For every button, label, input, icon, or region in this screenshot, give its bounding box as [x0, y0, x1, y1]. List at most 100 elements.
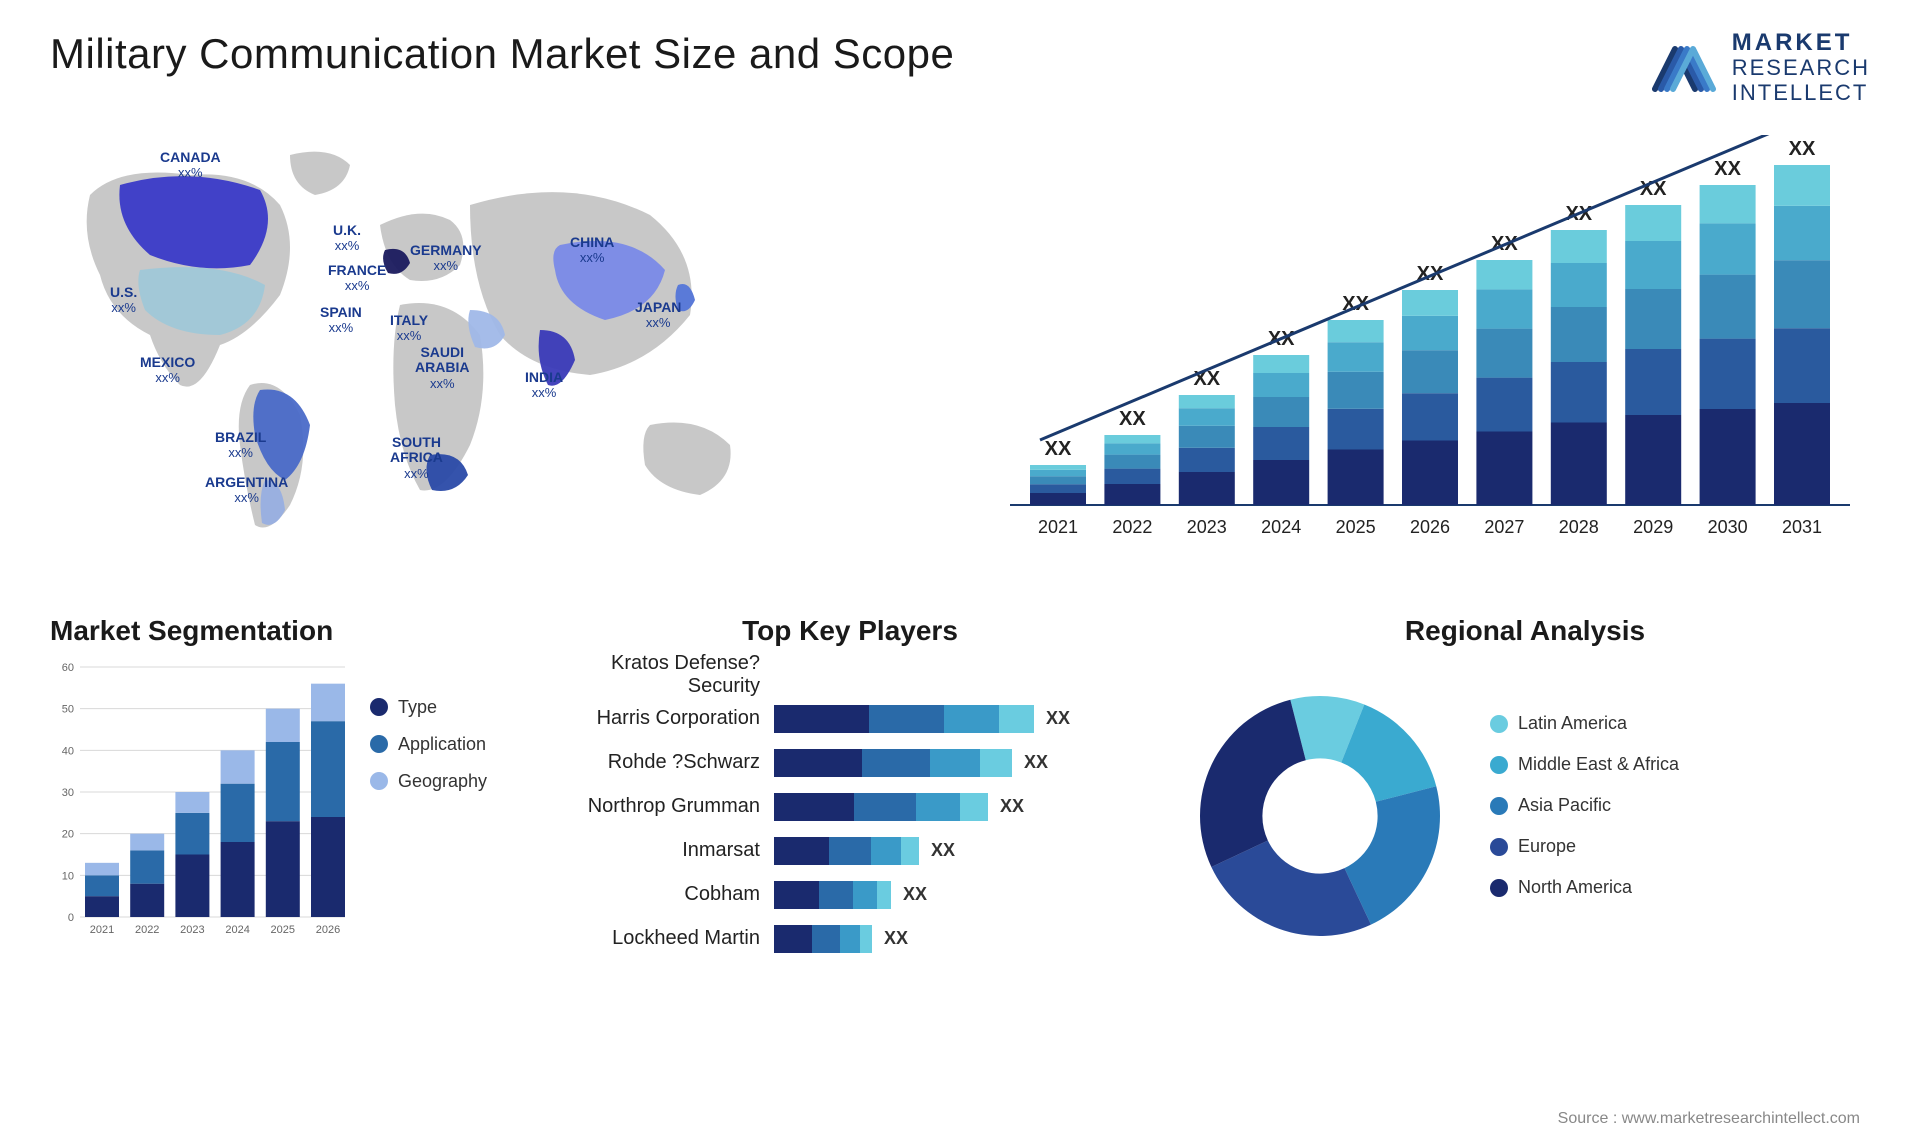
svg-text:2023: 2023 — [1187, 517, 1227, 537]
svg-text:2022: 2022 — [1112, 517, 1152, 537]
svg-text:0: 0 — [68, 912, 74, 924]
player-value: XX — [903, 884, 927, 905]
player-bar-wrap: XX — [774, 705, 1130, 733]
map-label-argentina: ARGENTINAxx% — [205, 475, 288, 506]
segmentation-legend-item: Application — [370, 734, 520, 755]
svg-text:50: 50 — [62, 703, 74, 715]
player-name: Kratos Defense?Security — [570, 652, 760, 698]
regional-legend-item: Middle East & Africa — [1490, 754, 1870, 775]
player-value: XX — [884, 928, 908, 949]
player-name: Inmarsat — [570, 839, 760, 862]
regional-legend-item: Asia Pacific — [1490, 795, 1870, 816]
segmentation-title: Market Segmentation — [50, 615, 520, 647]
svg-text:XX: XX — [1714, 158, 1741, 180]
player-value: XX — [1046, 708, 1070, 729]
regional-donut-chart — [1180, 676, 1460, 956]
map-label-saudiarabia: SAUDIARABIAxx% — [415, 345, 469, 391]
svg-text:2022: 2022 — [135, 924, 159, 936]
player-bar-segment — [812, 925, 840, 953]
player-bar-segment — [854, 793, 916, 821]
map-label-canada: CANADAxx% — [160, 150, 221, 181]
svg-text:XX: XX — [1417, 263, 1444, 285]
player-bar-segment — [960, 793, 988, 821]
logo-text: MARKET RESEARCH INTELLECT — [1732, 30, 1870, 105]
player-bar — [774, 749, 1012, 777]
player-bar — [774, 837, 919, 865]
svg-text:40: 40 — [62, 745, 74, 757]
legend-label: Latin America — [1518, 713, 1627, 734]
player-name: Cobham — [570, 883, 760, 906]
player-value: XX — [1024, 752, 1048, 773]
player-bar-segment — [980, 749, 1012, 777]
player-row: Lockheed Martin XX — [570, 921, 1130, 957]
map-label-france: FRANCExx% — [328, 263, 386, 294]
player-row: Harris Corporation XX — [570, 701, 1130, 737]
legend-label: Middle East & Africa — [1518, 754, 1679, 775]
svg-text:2024: 2024 — [225, 924, 249, 936]
brand-logo: MARKET RESEARCH INTELLECT — [1650, 30, 1870, 105]
bottom-row: Market Segmentation 01020304050602021202… — [50, 615, 1870, 975]
regional-legend-item: Latin America — [1490, 713, 1870, 734]
regional-panel: Regional Analysis Latin AmericaMiddle Ea… — [1180, 615, 1870, 975]
player-bar-segment — [853, 881, 877, 909]
regional-legend-item: North America — [1490, 877, 1870, 898]
player-bar-segment — [774, 705, 869, 733]
svg-text:2024: 2024 — [1261, 517, 1301, 537]
player-bar-wrap: XX — [774, 925, 1130, 953]
player-bar-wrap: XX — [774, 881, 1130, 909]
top-row: CANADAxx%U.S.xx%MEXICOxx%BRAZILxx%ARGENT… — [50, 135, 1870, 565]
legend-dot-icon — [1490, 879, 1508, 897]
legend-label: Type — [398, 697, 437, 718]
legend-label: Application — [398, 734, 486, 755]
svg-text:2026: 2026 — [316, 924, 340, 936]
legend-label: North America — [1518, 877, 1632, 898]
map-label-mexico: MEXICOxx% — [140, 355, 195, 386]
player-bar-segment — [774, 925, 812, 953]
legend-dot-icon — [370, 772, 388, 790]
player-name: Northrop Grumman — [570, 795, 760, 818]
svg-text:2025: 2025 — [271, 924, 295, 936]
svg-text:XX: XX — [1119, 408, 1146, 430]
svg-text:2021: 2021 — [1038, 517, 1078, 537]
player-row: Rohde ?SchwarzXX — [570, 745, 1130, 781]
world-map-panel: CANADAxx%U.S.xx%MEXICOxx%BRAZILxx%ARGENT… — [50, 135, 930, 565]
legend-dot-icon — [1490, 715, 1508, 733]
svg-text:2026: 2026 — [1410, 517, 1450, 537]
logo-line-2: RESEARCH — [1732, 56, 1870, 80]
svg-text:20: 20 — [62, 828, 74, 840]
player-bar-segment — [774, 837, 829, 865]
legend-dot-icon — [370, 698, 388, 716]
player-name: Lockheed Martin — [570, 927, 760, 950]
svg-text:60: 60 — [62, 662, 74, 674]
forecast-bar-chart: 2021XX2022XX2023XX2024XX2025XX2026XX2027… — [990, 135, 1870, 565]
player-bar-wrap: XX — [774, 793, 1130, 821]
player-bar-segment — [860, 925, 872, 953]
key-players-panel: Top Key Players Kratos Defense?SecurityH… — [570, 615, 1130, 975]
legend-dot-icon — [1490, 756, 1508, 774]
player-bar-segment — [916, 793, 960, 821]
player-row: Northrop Grumman XX — [570, 789, 1130, 825]
map-label-spain: SPAINxx% — [320, 305, 362, 336]
legend-label: Asia Pacific — [1518, 795, 1611, 816]
segmentation-legend-item: Geography — [370, 771, 520, 792]
player-bar-segment — [930, 749, 980, 777]
player-bar-segment — [862, 749, 930, 777]
map-label-uk: U.K.xx% — [333, 223, 361, 254]
legend-dot-icon — [1490, 797, 1508, 815]
regional-legend-item: Europe — [1490, 836, 1870, 857]
svg-text:2029: 2029 — [1633, 517, 1673, 537]
player-value: XX — [1000, 796, 1024, 817]
segmentation-legend: Type Application Geography — [370, 657, 520, 975]
svg-text:2030: 2030 — [1708, 517, 1748, 537]
logo-line-1: MARKET — [1732, 30, 1870, 56]
player-bar-segment — [819, 881, 853, 909]
player-bar-segment — [774, 749, 862, 777]
player-bar-segment — [901, 837, 919, 865]
logo-line-3: INTELLECT — [1732, 81, 1870, 105]
map-label-japan: JAPANxx% — [635, 300, 681, 331]
player-name: Harris Corporation — [570, 707, 760, 730]
map-label-germany: GERMANYxx% — [410, 243, 482, 274]
player-row: Cobham XX — [570, 877, 1130, 913]
regional-donut-wrap — [1180, 676, 1460, 956]
svg-text:2023: 2023 — [180, 924, 204, 936]
